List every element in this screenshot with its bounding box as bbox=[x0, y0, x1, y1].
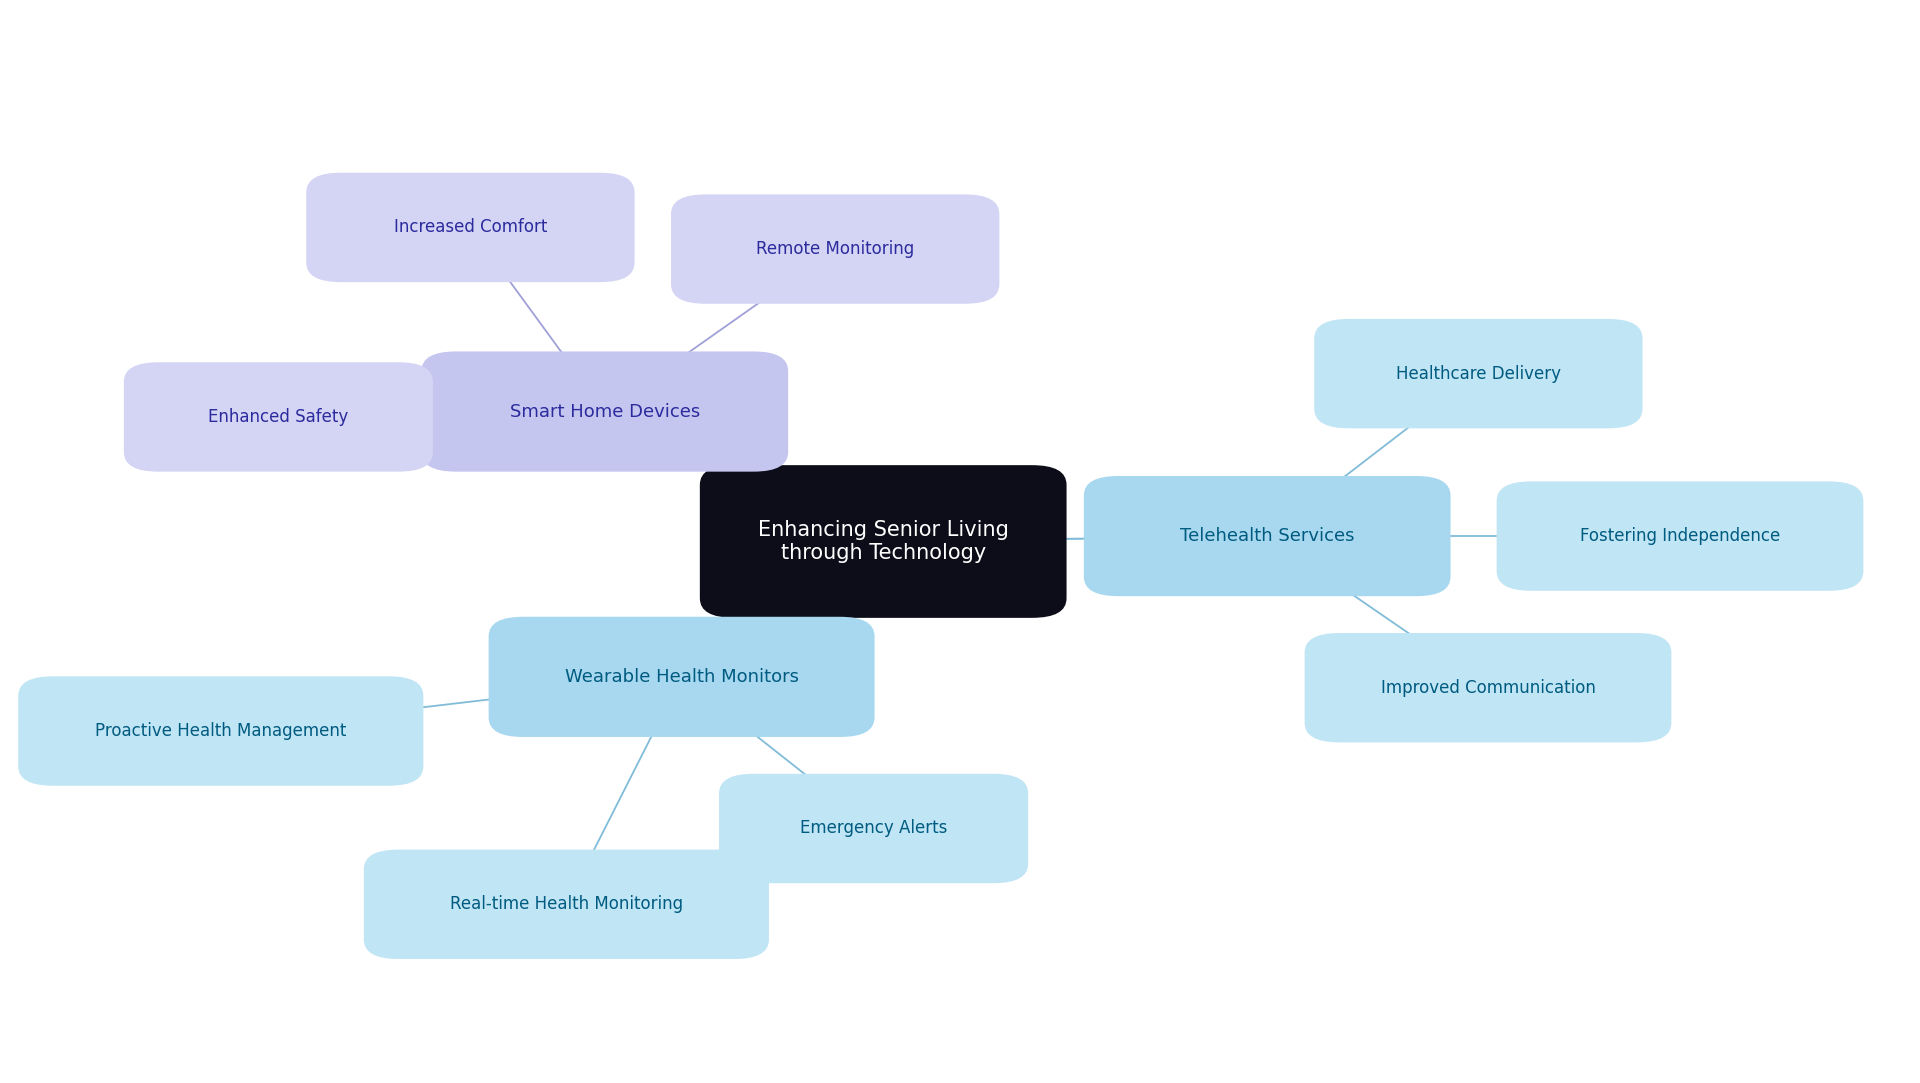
Text: Proactive Health Management: Proactive Health Management bbox=[96, 722, 346, 740]
Text: Remote Monitoring: Remote Monitoring bbox=[756, 240, 914, 258]
Text: Fostering Independence: Fostering Independence bbox=[1580, 527, 1780, 545]
FancyBboxPatch shape bbox=[422, 351, 787, 472]
Text: Healthcare Delivery: Healthcare Delivery bbox=[1396, 365, 1561, 382]
FancyBboxPatch shape bbox=[1304, 632, 1670, 743]
FancyBboxPatch shape bbox=[1498, 481, 1862, 591]
FancyBboxPatch shape bbox=[699, 466, 1068, 617]
FancyBboxPatch shape bbox=[1083, 477, 1452, 596]
Text: Real-time Health Monitoring: Real-time Health Monitoring bbox=[449, 896, 684, 913]
FancyBboxPatch shape bbox=[365, 849, 768, 960]
Text: Smart Home Devices: Smart Home Devices bbox=[509, 403, 701, 420]
Text: Increased Comfort: Increased Comfort bbox=[394, 219, 547, 236]
FancyBboxPatch shape bbox=[307, 172, 634, 282]
Text: Emergency Alerts: Emergency Alerts bbox=[801, 820, 947, 837]
Text: Enhanced Safety: Enhanced Safety bbox=[207, 408, 349, 426]
FancyBboxPatch shape bbox=[672, 195, 998, 303]
Text: Telehealth Services: Telehealth Services bbox=[1181, 527, 1354, 545]
Text: Wearable Health Monitors: Wearable Health Monitors bbox=[564, 668, 799, 686]
Text: Enhancing Senior Living
through Technology: Enhancing Senior Living through Technolo… bbox=[758, 520, 1008, 563]
FancyBboxPatch shape bbox=[1313, 318, 1644, 429]
FancyBboxPatch shape bbox=[718, 773, 1027, 884]
FancyBboxPatch shape bbox=[19, 676, 422, 786]
FancyBboxPatch shape bbox=[123, 362, 432, 472]
Text: Improved Communication: Improved Communication bbox=[1380, 679, 1596, 696]
FancyBboxPatch shape bbox=[488, 617, 874, 736]
